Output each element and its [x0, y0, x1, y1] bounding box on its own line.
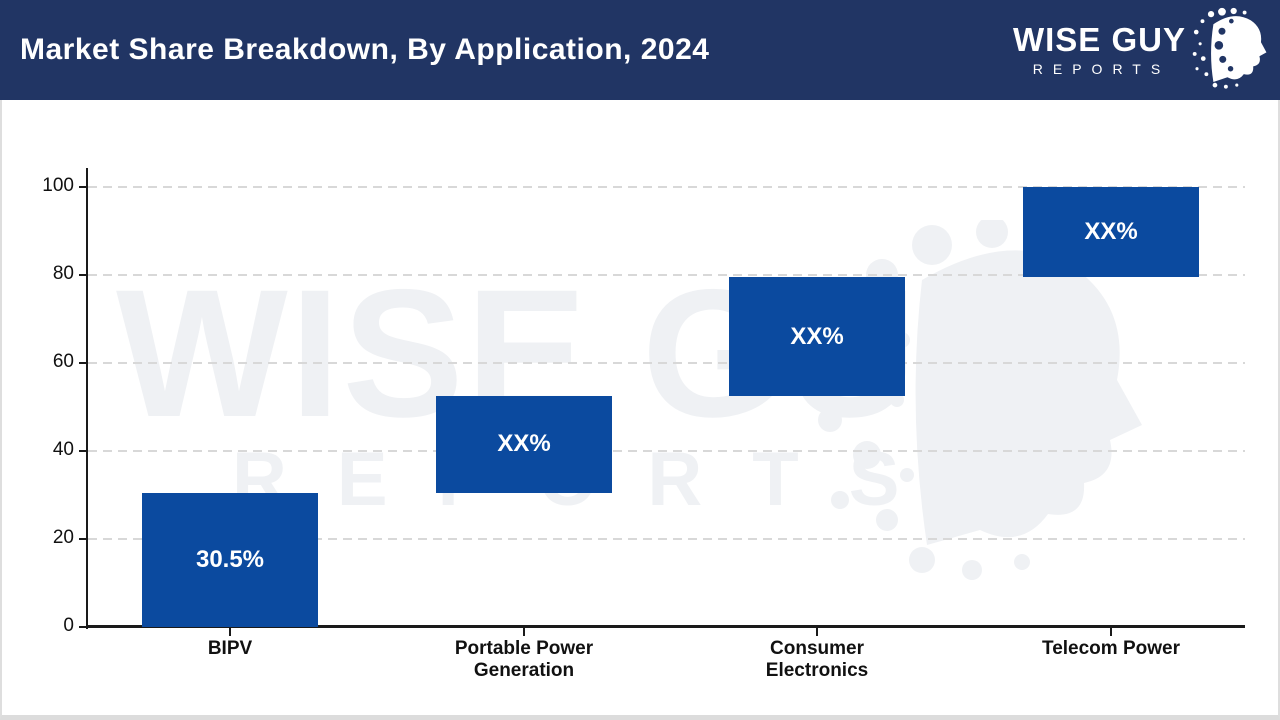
gridline	[88, 538, 1245, 540]
gridline	[88, 362, 1245, 364]
y-axis-tick	[79, 274, 88, 276]
logo-reports-text: REPORTS	[1032, 60, 1171, 77]
logo-brand-text: WISE GUY	[1012, 21, 1186, 59]
y-axis-tick-label: 0	[63, 615, 74, 636]
logo-wordmark: WISE GUY REPORTS	[1013, 23, 1186, 77]
bar-value-label: XX%	[497, 430, 551, 458]
x-axis-category-label: Portable Power Generation	[454, 638, 594, 681]
bar-value-label: 30.5%	[195, 545, 265, 573]
bar-segment-3: XX%	[1023, 187, 1199, 278]
bar-segment-0: 30.5%	[142, 492, 318, 627]
bar-value-label: XX%	[790, 322, 844, 350]
logo: WISE GUY REPORTS	[1013, 0, 1268, 100]
y-axis-tick-label: 40	[52, 439, 74, 460]
y-axis-tick	[79, 538, 88, 540]
bar-segment-2: XX%	[729, 277, 905, 396]
x-axis-tick	[229, 628, 231, 636]
logo-head-icon	[1192, 7, 1267, 89]
y-axis-tick	[79, 450, 88, 452]
y-axis-tick-label: 20	[52, 527, 74, 548]
y-axis-tick	[79, 362, 88, 364]
gridline	[88, 450, 1245, 452]
x-axis-tick	[523, 628, 525, 636]
y-axis-line	[86, 168, 88, 629]
watermark-head-icon	[818, 220, 1142, 580]
bar-segment-1: XX%	[436, 396, 612, 493]
x-axis-tick	[816, 628, 818, 636]
x-axis-category-label: Telecom Power	[1042, 638, 1180, 659]
x-axis-line	[86, 625, 1245, 628]
x-axis-category-label: BIPV	[207, 638, 253, 659]
x-axis-tick	[1110, 628, 1112, 636]
y-axis-tick-label: 80	[52, 263, 74, 284]
gridline	[88, 274, 1245, 276]
y-axis-tick	[79, 626, 88, 628]
gridline	[88, 186, 1245, 188]
y-axis-tick-label: 100	[42, 175, 74, 196]
header: Market Share Breakdown, By Application, …	[0, 0, 1280, 100]
page-title: Market Share Breakdown, By Application, …	[20, 33, 710, 66]
x-axis-category-label: Consumer Electronics	[765, 638, 869, 681]
y-axis-tick	[79, 186, 88, 188]
y-axis-tick-label: 60	[52, 351, 74, 372]
bar-value-label: XX%	[1084, 218, 1138, 246]
